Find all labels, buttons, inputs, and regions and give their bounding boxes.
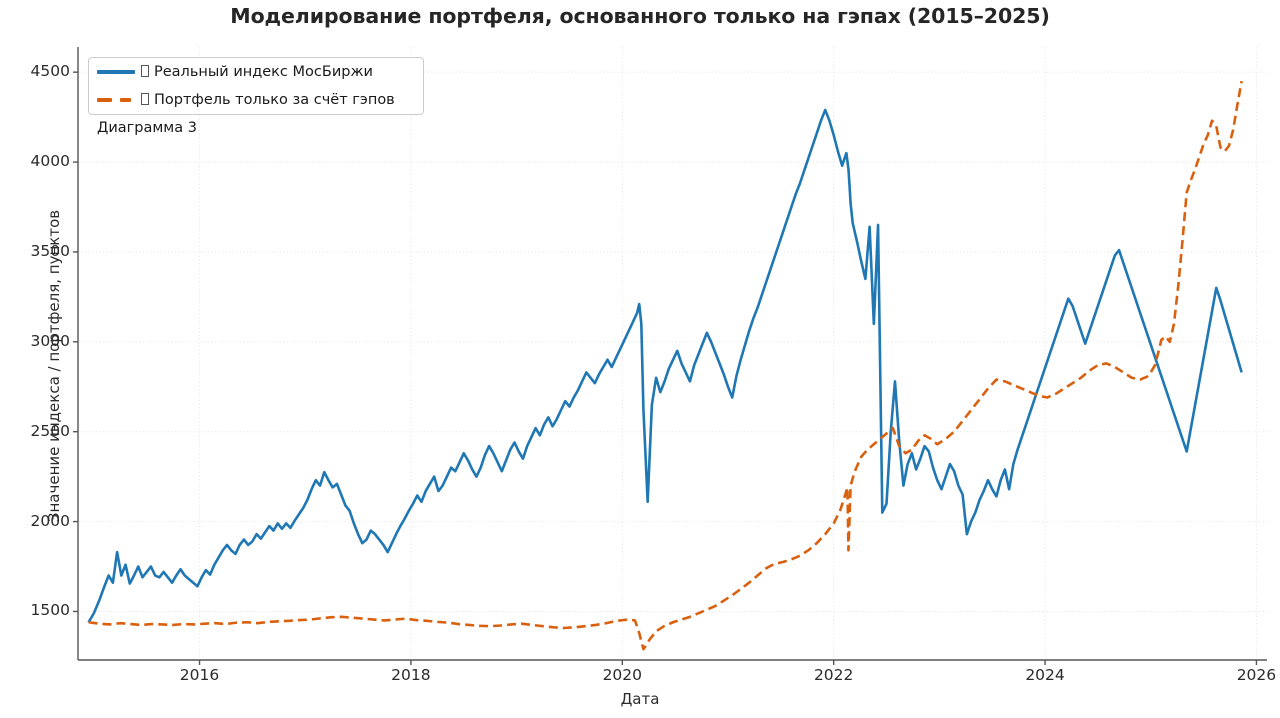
legend-item-index[interactable]: Реальный индекс МосБиржи [89,58,423,86]
x-tick-label: 2024 [1025,666,1065,684]
legend-swatch-solid-icon [97,64,135,80]
missing-glyph-icon [141,93,149,105]
y-tick-label: 2000 [30,511,70,530]
y-tick-label: 1500 [30,601,70,620]
y-tick-label: 3500 [30,241,70,260]
x-tick-label: 2022 [813,666,854,684]
legend-item-portfolio[interactable]: Портфель только за счёт гэпов [89,86,423,114]
legend-label-portfolio: Портфель только за счёт гэпов [141,92,395,108]
annotation-diagram-label: Диаграмма 3 [97,120,197,136]
chart-legend: Реальный индекс МосБиржи Портфель только… [88,57,424,115]
missing-glyph-icon [141,65,149,77]
y-tick-label: 4000 [30,152,70,171]
legend-label-index: Реальный индекс МосБиржи [141,64,373,80]
x-tick-label: 2018 [391,666,431,684]
x-axis-label: Дата [620,690,660,708]
x-tick-label: 2020 [602,666,643,684]
page-title: Моделирование портфеля, основанного толь… [230,4,1050,28]
y-tick-label: 3000 [30,331,70,350]
x-tick-label: 2026 [1236,666,1277,684]
legend-swatch-dashed-icon [97,92,135,108]
y-tick-label: 2500 [30,421,70,440]
legend-label-index-text: Реальный индекс МосБиржи [154,64,373,80]
y-tick-label: 4500 [30,62,70,81]
legend-label-portfolio-text: Портфель только за счёт гэпов [154,92,395,108]
x-tick-label: 2016 [179,666,220,684]
